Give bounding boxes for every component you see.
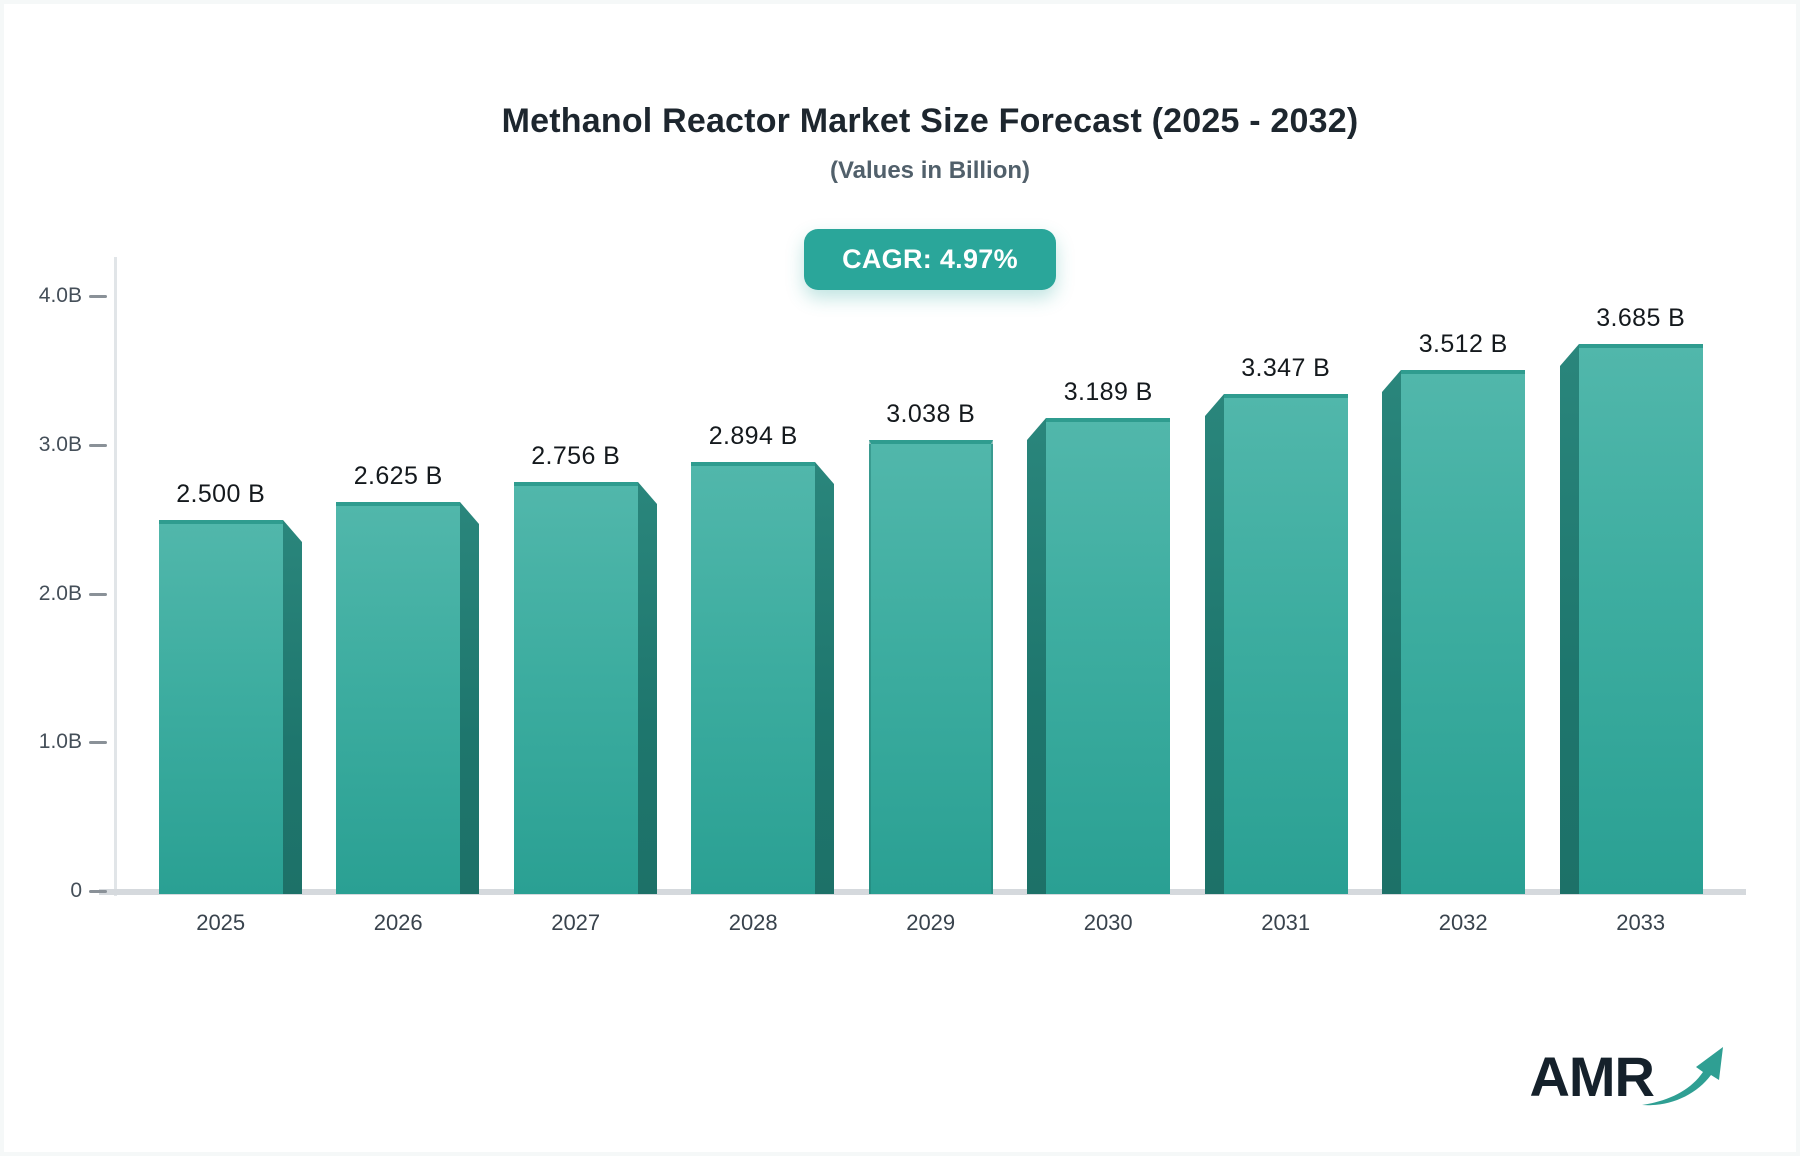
chart-header: Methanol Reactor Market Size Forecast (2… — [56, 4, 1796, 290]
x-axis-label-2030: 2030 — [1083, 910, 1133, 935]
amr-logo: AMR — [1502, 1032, 1732, 1122]
bar-value-label: 2.625 B — [353, 462, 443, 490]
x-axis-label-2033: 2033 — [1616, 910, 1666, 935]
y-axis-tick-label: 1.0B — [38, 730, 82, 754]
x-axis-label-2031: 2031 — [1261, 910, 1311, 935]
bar-3d-edge — [815, 462, 834, 894]
x-axis-label-2028: 2028 — [728, 910, 778, 935]
bar-value-label: 3.189 B — [1063, 378, 1153, 406]
bar-2032 — [1401, 370, 1525, 894]
bar-2033 — [1579, 344, 1703, 894]
x-axis-label-2025: 2025 — [196, 910, 246, 935]
bar-3d-edge — [1205, 394, 1224, 894]
amr-logo-text: AMR — [1529, 1045, 1655, 1108]
bar-value-label: 2.894 B — [708, 422, 798, 450]
growth-arrow-icon — [1642, 1047, 1723, 1106]
bar-value-label: 3.038 B — [886, 400, 976, 428]
y-axis-tick-mark — [89, 295, 107, 298]
bar-2031 — [1224, 394, 1348, 894]
y-axis-tick-label: 0 — [70, 879, 82, 902]
bar-value-label: 3.512 B — [1418, 330, 1508, 358]
bar-2028 — [691, 462, 815, 894]
cagr-badge: CAGR: 4.97% — [804, 229, 1056, 290]
chart-subtitle: (Values in Billion) — [829, 157, 1031, 184]
bar-3d-edge — [283, 520, 302, 894]
bar-value-label: 3.685 B — [1596, 304, 1686, 332]
bar-3d-edge — [638, 482, 657, 894]
x-axis-label-2027: 2027 — [551, 910, 601, 935]
y-axis-line — [114, 257, 117, 896]
y-axis-tick-mark — [89, 890, 107, 893]
bar-3d-edge — [1560, 344, 1579, 894]
bar-2027 — [514, 482, 638, 894]
x-axis-label-2032: 2032 — [1438, 910, 1488, 935]
y-axis-tick-mark — [89, 592, 107, 596]
x-axis-label-2029: 2029 — [906, 910, 956, 935]
bar-3d-edge — [1382, 370, 1401, 894]
x-axis-label-2026: 2026 — [373, 910, 423, 935]
y-axis-tick-label: 2.0B — [38, 581, 82, 605]
bar-2030 — [1046, 418, 1170, 894]
y-axis-tick-label: 3.0B — [38, 432, 82, 456]
y-axis-tick-mark — [89, 443, 107, 447]
bar-value-label: 3.347 B — [1241, 354, 1331, 382]
bar-3d-edge — [1027, 418, 1046, 894]
y-axis-tick-mark — [89, 741, 107, 745]
bar-value-label: 2.500 B — [176, 480, 266, 508]
bar-2026 — [336, 502, 460, 894]
bar-value-label: 2.756 B — [531, 442, 621, 470]
y-axis-tick-label: 4.0B — [38, 284, 82, 307]
chart-title: Methanol Reactor Market Size Forecast (2… — [501, 102, 1359, 140]
bar-2029 — [869, 440, 993, 894]
bar-3d-edge — [460, 502, 479, 894]
bar-2025 — [159, 520, 283, 894]
